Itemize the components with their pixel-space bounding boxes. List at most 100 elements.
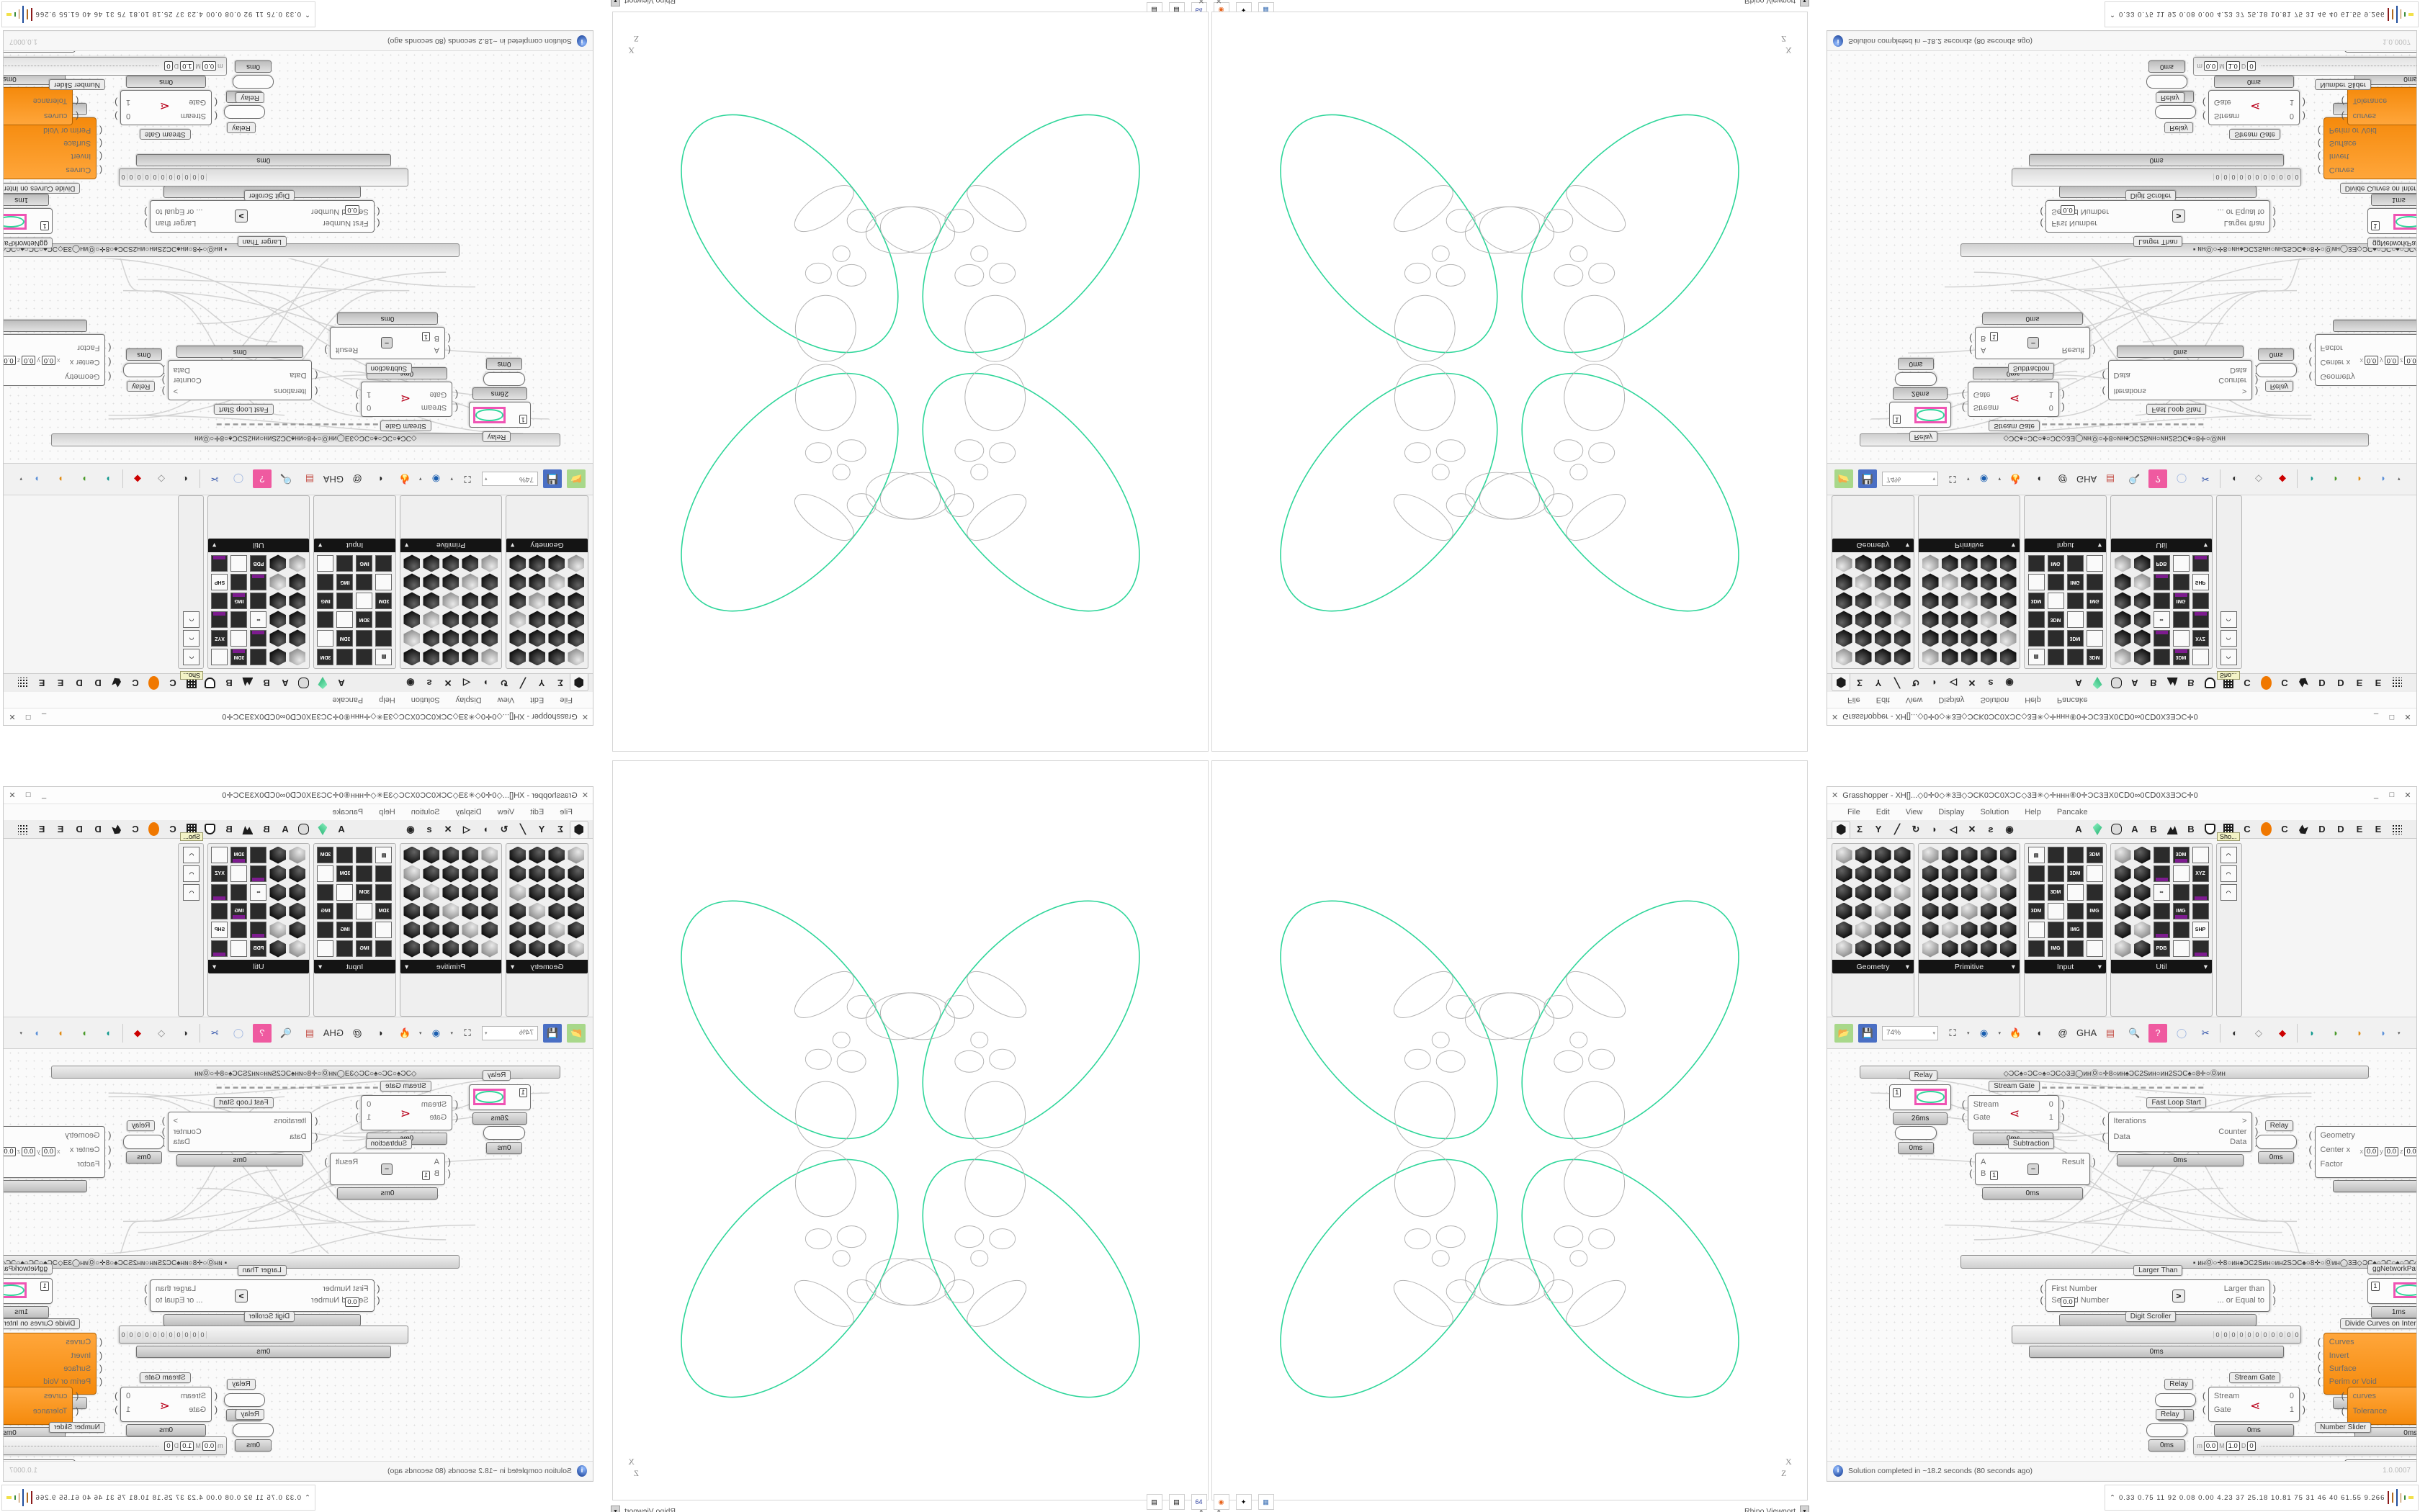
digit[interactable]: 0 [127, 174, 135, 181]
port-in-perim-or-void[interactable]: Perim or Void [2329, 1377, 2377, 1387]
digit[interactable]: 0 [158, 174, 167, 181]
digit[interactable]: 0 [119, 1331, 127, 1338]
component-icon[interactable] [355, 573, 374, 591]
node-number-slider[interactable]: m0.0M1.0D01 [2193, 1436, 2416, 1455]
panel-expand-arrow[interactable]: ▾ [405, 541, 409, 550]
port-in-stream[interactable]: Stream [2213, 1392, 2240, 1401]
digit[interactable]: 0 [2237, 1331, 2245, 1338]
open-file-icon[interactable]: 📂 [567, 1023, 586, 1043]
bird-tab[interactable] [107, 675, 126, 692]
sets-tab[interactable]: Y [538, 678, 545, 688]
port-in-b[interactable]: B [1981, 333, 1986, 343]
component-icon[interactable] [375, 883, 393, 901]
component-icon[interactable] [422, 940, 441, 958]
node-divide-curves[interactable]: Curves(Invert(Surface(Perim or Void(Cell… [2318, 1333, 2416, 1395]
component-icon[interactable] [2085, 865, 2104, 883]
node-geometry-param-top[interactable]: 1 [468, 1084, 531, 1111]
window-control-buttons[interactable]: _ □ ✕ [2372, 791, 2412, 800]
component-icon[interactable] [2113, 611, 2132, 629]
slider-min[interactable]: 0.0 [2203, 1441, 2218, 1451]
maximize-button[interactable]: □ [25, 713, 31, 721]
port-in-b[interactable]: B [1981, 1169, 1986, 1179]
component-icon[interactable] [1834, 648, 1853, 666]
node-name-tag[interactable]: Subtraction [365, 1138, 413, 1149]
component-icon[interactable] [1834, 611, 1853, 629]
digit[interactable]: 0 [2253, 174, 2262, 181]
component-icon[interactable]: 3DM [355, 883, 374, 901]
curve-tab[interactable]: ↻ [1912, 823, 1920, 834]
node-subtraction[interactable]: A(B(Result) 1− [324, 327, 451, 360]
component-icon[interactable]: IMG [316, 592, 335, 610]
orange-oval-tab[interactable] [2257, 821, 2275, 838]
component-icon[interactable] [442, 940, 460, 958]
component-icon[interactable] [249, 865, 268, 883]
node-name-tag[interactable]: Stream Gate [380, 1080, 431, 1092]
digit[interactable]: 0 [151, 1331, 159, 1338]
caret-a[interactable]: ▾ [1967, 1030, 1970, 1036]
component-icon[interactable]: ∞ [249, 611, 268, 629]
port-in-gate[interactable]: Gate [429, 390, 447, 399]
menu-item-edit[interactable]: Edit [530, 808, 544, 816]
component-icon[interactable]: IMG [2172, 592, 2190, 610]
bird-tab[interactable] [2294, 675, 2313, 692]
component-icon[interactable] [269, 883, 287, 901]
digit[interactable]: 0 [143, 174, 151, 181]
port-out-larger-than[interactable]: Larger than [156, 1284, 197, 1293]
component-icon[interactable] [2152, 573, 2171, 591]
ribbon-tab-strip[interactable]: Σ Y ╱ ↻ ◗ ◁ ✕ ƨ ◉ A A B B C C D D E E [1827, 820, 2416, 839]
component-icon[interactable]: IMG [2046, 554, 2065, 572]
port-in-b[interactable]: B [434, 333, 439, 343]
center-x-value[interactable]: 0.0 [2365, 356, 2379, 366]
node-canvas[interactable]: ◇ƆC♠○ƆC○♠○ƆC◇3Ǝ◯инⓄ○✛8○ин♠ƆC2Sин○ин2SƆC♠… [1827, 1049, 2416, 1461]
component-icon[interactable]: ∞ [2152, 883, 2171, 901]
component-icon[interactable] [2046, 592, 2065, 610]
transform-tab[interactable]: ƨ [1988, 678, 1994, 688]
addon-b2-tab[interactable]: B [2187, 824, 2195, 834]
component-icon[interactable] [210, 883, 229, 901]
node-curve-tolerance[interactable]: curves(Tolerance(curves)✳ [4, 86, 79, 125]
addon-c2-tab[interactable]: C [132, 824, 139, 834]
component-icon[interactable] [249, 846, 268, 864]
digit[interactable]: 0 [2213, 1331, 2221, 1338]
node-scale-2[interactable]: Geometry(Center x(Factor(Geometry)Transf… [2344, 51, 2416, 53]
menu-item-view[interactable]: View [1905, 808, 1923, 816]
window-close-left[interactable]: ✕ [1832, 791, 1839, 800]
component-icon[interactable] [547, 940, 566, 958]
component-icon[interactable]: ◠ [2219, 629, 2238, 647]
mesh-tab[interactable]: ◁ [463, 823, 470, 834]
node-fast-loop-start[interactable]: Iterations(Data(>)Counter)Data) [2102, 360, 2258, 400]
component-icon[interactable] [1873, 648, 1892, 666]
component-icon[interactable] [1940, 648, 1959, 666]
save-file-icon[interactable]: 💾 [543, 469, 562, 489]
zoom-dropdown-caret[interactable]: ▾ [1932, 1030, 1935, 1036]
port-out-0[interactable]: 0 [126, 1392, 131, 1401]
component-icon[interactable] [547, 592, 566, 610]
component-icon[interactable] [2133, 921, 2151, 939]
component-icon[interactable] [249, 573, 268, 591]
node-fast-loop-start[interactable]: Iterations(Data(>)Counter)Data) [162, 360, 318, 400]
component-icon[interactable] [1834, 846, 1853, 864]
component-icon[interactable]: 3DM [2172, 648, 2190, 666]
component-icon[interactable]: PDB [2152, 940, 2171, 958]
component-icon[interactable] [1873, 629, 1892, 647]
addon-b2-tab[interactable]: B [2187, 678, 2195, 688]
scissors-icon[interactable]: ✂ [2201, 1027, 2210, 1038]
menu-item-pancake[interactable]: Pancake [332, 808, 364, 816]
component-icon[interactable] [1960, 573, 1978, 591]
node-relay-2[interactable] [2255, 363, 2297, 377]
component-icon[interactable] [528, 554, 547, 572]
panel-expand-arrow[interactable]: ▾ [2203, 541, 2208, 550]
component-icon[interactable]: 3DM [316, 648, 335, 666]
intersect-tab[interactable]: ✕ [444, 823, 452, 834]
component-icon[interactable] [461, 554, 480, 572]
node-name-tag[interactable]: Relay [2164, 122, 2193, 134]
digit[interactable]: 0 [2269, 1331, 2277, 1338]
node-name-tag[interactable]: Number Slider [48, 1422, 105, 1434]
vector-tab[interactable]: ╱ [520, 823, 526, 834]
orange-bulb-icon[interactable]: ◗ [58, 474, 63, 485]
node-relay-4[interactable] [2146, 74, 2188, 89]
component-icon[interactable] [461, 648, 480, 666]
